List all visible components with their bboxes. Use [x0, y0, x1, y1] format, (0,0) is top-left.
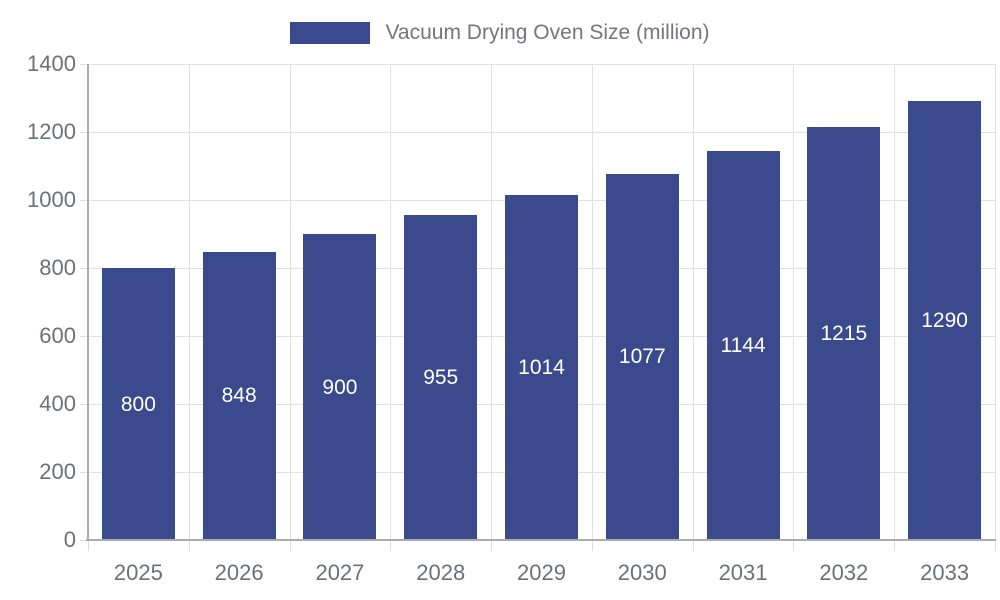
x-axis-tick	[793, 540, 795, 551]
x-gridline	[289, 64, 291, 540]
x-axis-tick	[995, 540, 996, 551]
y-axis-tick	[80, 404, 88, 405]
y-axis-tick-label: 1200	[27, 119, 76, 144]
bar: 800	[101, 268, 175, 540]
bar: 1144	[706, 151, 780, 540]
x-axis-tick	[894, 540, 896, 551]
bar: 1290	[908, 101, 982, 540]
x-axis-tick-label: 2033	[920, 560, 970, 585]
y-axis-tick	[80, 64, 88, 65]
bar-value-label: 1215	[820, 321, 868, 345]
x-gridline	[390, 64, 392, 540]
y-axis-tick-label: 0	[63, 527, 76, 552]
y-gridline	[88, 132, 995, 133]
bar: 848	[202, 251, 276, 540]
bar: 900	[303, 234, 377, 540]
x-axis-tick-label: 2029	[517, 560, 566, 585]
y-axis-tick-label: 600	[39, 323, 76, 348]
x-axis-tick-label: 2026	[214, 560, 264, 585]
bar: 955	[404, 215, 478, 540]
x-gridline	[591, 64, 593, 540]
y-axis-tick	[80, 336, 88, 337]
x-axis-tick-label: 2025	[113, 560, 163, 585]
bar-value-label: 900	[322, 375, 358, 399]
x-axis-tick-label: 2032	[819, 560, 869, 585]
x-axis-tick	[289, 540, 291, 551]
bar-value-label: 1144	[720, 334, 766, 357]
bar-value-label: 1077	[618, 345, 666, 369]
legend-swatch-icon	[290, 22, 371, 44]
x-axis-tick-label: 2031	[718, 560, 768, 585]
y-axis-tick-label: 200	[39, 459, 76, 484]
bar-value-label: 848	[221, 384, 257, 408]
bar-value-label: 1290	[921, 309, 968, 333]
y-axis-tick-label: 1400	[27, 51, 76, 76]
x-gridline	[692, 64, 694, 540]
y-axis-tick-label: 400	[39, 391, 76, 416]
x-axis-tick	[390, 540, 392, 551]
y-axis-tick	[80, 472, 88, 473]
x-axis-tick	[88, 540, 89, 551]
bar: 1077	[605, 173, 679, 540]
y-axis-tick	[80, 540, 88, 541]
y-axis-tick-label: 800	[39, 255, 76, 280]
x-axis-tick-label: 2027	[315, 560, 365, 585]
legend-label: Vacuum Drying Oven Size (million)	[385, 21, 710, 44]
y-axis-tick-label: 1000	[27, 187, 76, 212]
x-axis-tick	[188, 540, 190, 551]
y-gridline	[88, 64, 995, 65]
bar-value-label: 955	[423, 366, 459, 390]
y-axis-tick	[80, 132, 88, 133]
x-axis-tick-label: 2028	[416, 560, 466, 585]
x-axis-tick	[491, 540, 493, 551]
x-axis-tick-label: 2030	[617, 560, 667, 585]
bar: 1215	[807, 126, 881, 540]
x-gridline	[793, 64, 795, 540]
x-axis-tick	[692, 540, 694, 551]
y-axis-tick	[80, 200, 88, 201]
bar-value-label: 1014	[518, 356, 565, 380]
y-axis-line	[87, 64, 89, 540]
legend[interactable]: Vacuum Drying Oven Size (million)	[0, 18, 1000, 48]
x-gridline	[188, 64, 190, 540]
x-axis-tick	[591, 540, 593, 551]
bar-value-label: 800	[120, 392, 156, 416]
x-gridline	[894, 64, 896, 540]
y-axis-tick	[80, 268, 88, 269]
x-gridline	[995, 64, 996, 540]
x-axis-line	[86, 539, 996, 541]
bar: 1014	[505, 195, 578, 540]
x-gridline	[491, 64, 493, 540]
